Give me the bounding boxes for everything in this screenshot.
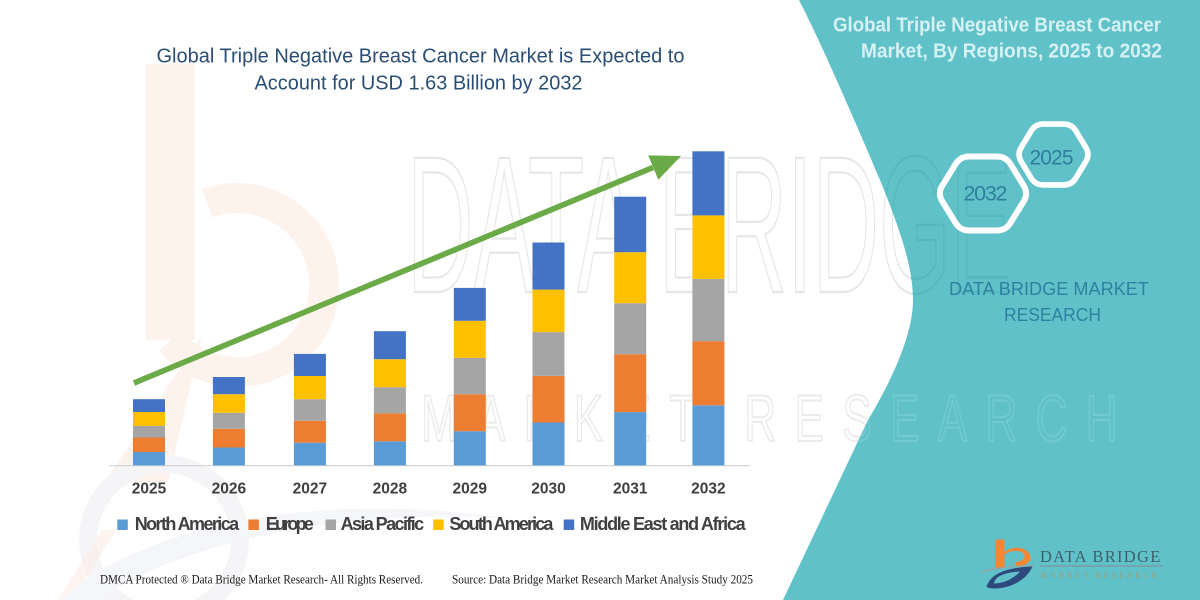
svg-text:North America: North America bbox=[135, 514, 240, 534]
svg-text:Source: Data Bridge Market Res: Source: Data Bridge Market Research Mark… bbox=[452, 573, 753, 587]
svg-text:RESEARCH: RESEARCH bbox=[1004, 304, 1101, 325]
svg-text:2027: 2027 bbox=[293, 481, 327, 498]
svg-text:2025: 2025 bbox=[1030, 146, 1074, 169]
svg-text:Global Triple Negative Breast: Global Triple Negative Breast Cancer bbox=[833, 14, 1161, 37]
svg-text:2025: 2025 bbox=[132, 481, 167, 498]
svg-text:MARKET RESEARCH: MARKET RESEARCH bbox=[1041, 570, 1160, 580]
svg-text:2031: 2031 bbox=[613, 481, 648, 498]
svg-text:2026: 2026 bbox=[212, 481, 247, 498]
svg-text:2029: 2029 bbox=[453, 481, 488, 498]
svg-text:2028: 2028 bbox=[373, 481, 408, 498]
svg-text:Global Triple Negative Breast: Global Triple Negative Breast Cancer Mar… bbox=[157, 46, 685, 68]
svg-text:South America: South America bbox=[449, 514, 554, 534]
svg-text:Account for USD 1.63 Billion b: Account for USD 1.63 Billion by 2032 bbox=[255, 73, 583, 95]
svg-text:Asia Pacific: Asia Pacific bbox=[341, 514, 425, 534]
svg-text:2032: 2032 bbox=[964, 182, 1008, 206]
svg-text:DATA BRIDGE MARKET: DATA BRIDGE MARKET bbox=[949, 278, 1149, 299]
svg-text:2030: 2030 bbox=[531, 481, 565, 498]
svg-text:Middle East and Africa: Middle East and Africa bbox=[580, 514, 747, 534]
svg-text:DMCA Protected ® Data Bridge M: DMCA Protected ® Data Bridge Market Rese… bbox=[100, 573, 423, 587]
svg-text:Europe: Europe bbox=[266, 514, 314, 534]
svg-text:DATA BRIDGE: DATA BRIDGE bbox=[1040, 547, 1162, 566]
svg-text:2032: 2032 bbox=[691, 481, 725, 498]
svg-text:Market, By Regions, 2025 to 20: Market, By Regions, 2025 to 2032 bbox=[861, 40, 1162, 63]
